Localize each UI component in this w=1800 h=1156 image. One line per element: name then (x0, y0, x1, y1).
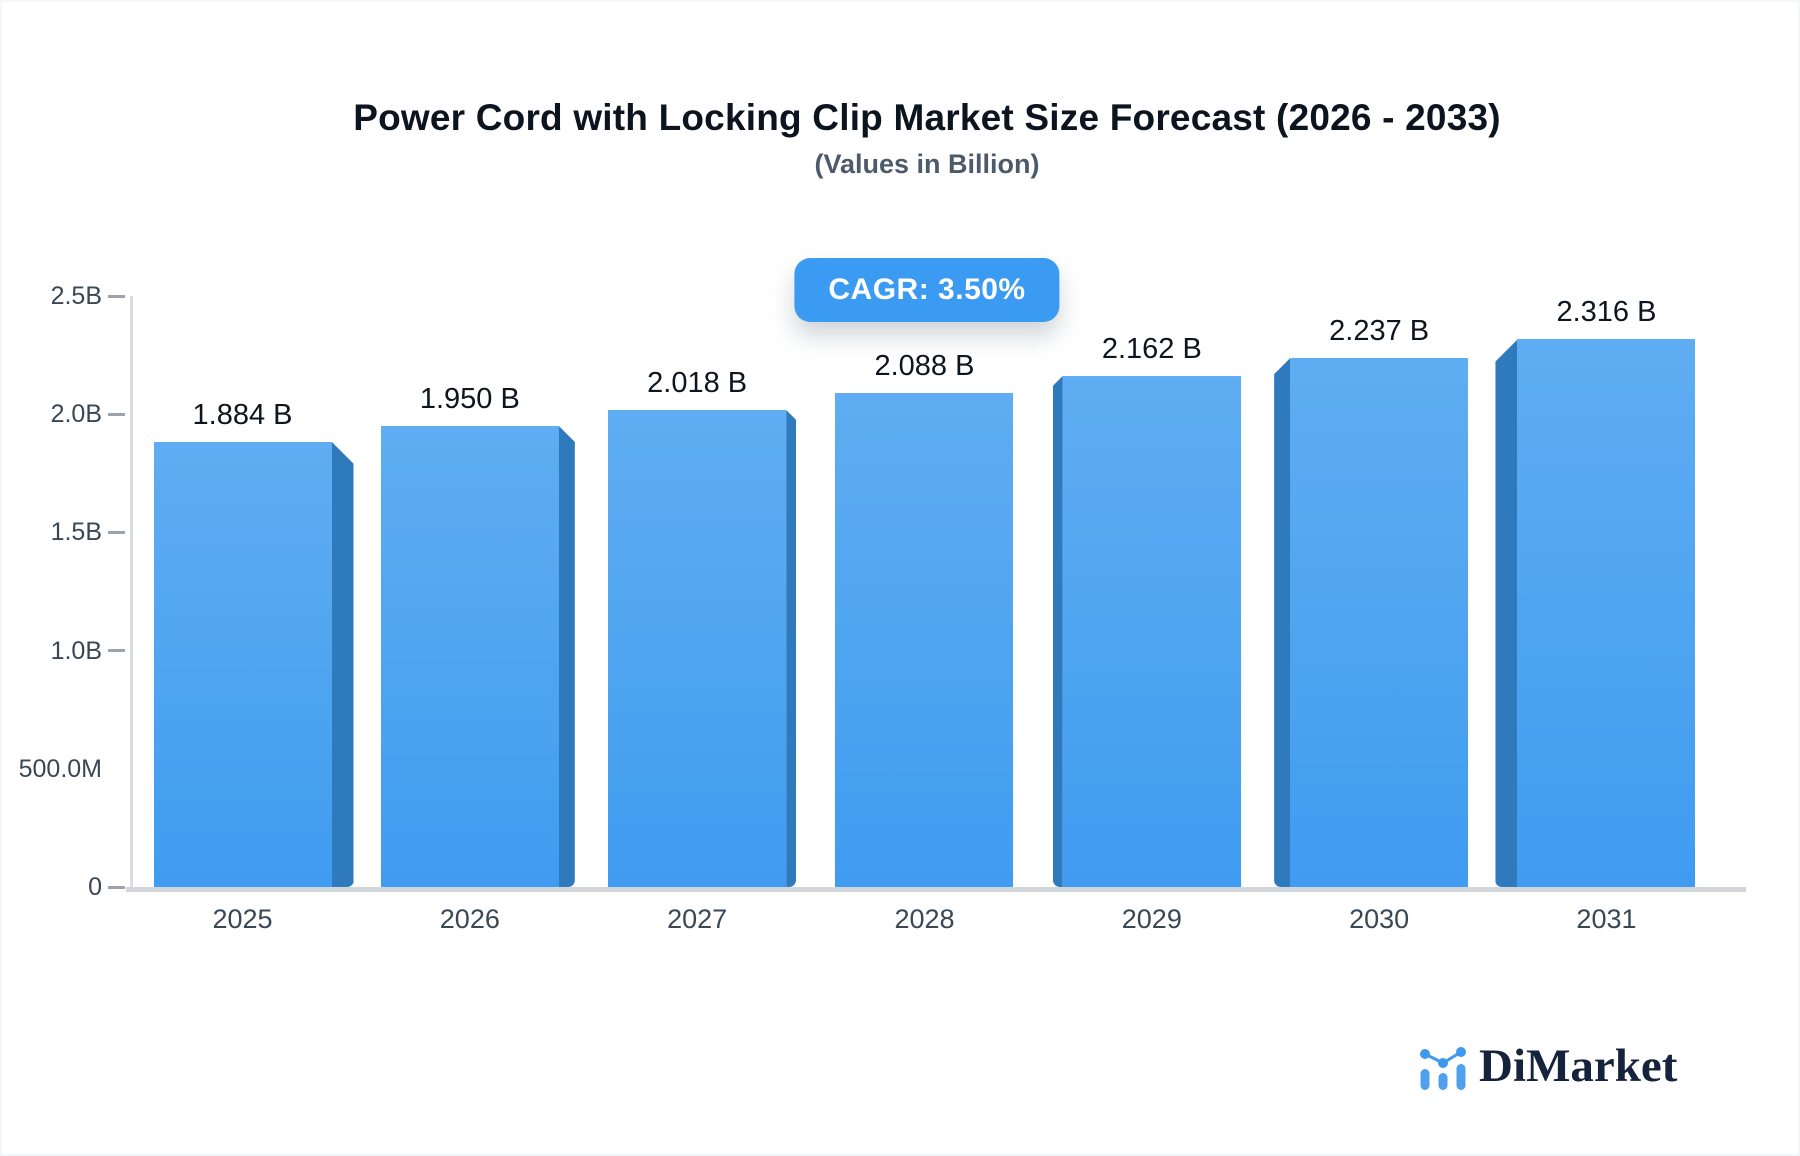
y-axis-tick-label: 500.0M (18, 754, 102, 783)
bar-value-label: 1.884 B (192, 398, 293, 431)
page-title: Power Cord with Locking Clip Market Size… (353, 97, 1501, 138)
y-axis-tick-mark (108, 885, 125, 889)
y-axis-tick-label: 1.5B (50, 518, 102, 547)
bar (835, 393, 1014, 887)
cagr-badge: CAGR: 3.50% (794, 258, 1060, 322)
x-axis-tick-label: 2028 (894, 904, 955, 934)
x-axis-tick-label: 2027 (667, 904, 728, 934)
bar-value-label: 2.018 B (647, 366, 748, 399)
bar-3d-side (1052, 375, 1063, 887)
y-axis-tick-mark (108, 649, 125, 653)
bar-value-label: 2.316 B (1556, 296, 1657, 329)
chart-subtitle: (Values in Billion) (814, 149, 1040, 179)
y-axis-tick-mark (108, 412, 125, 416)
bar-value-label: 2.162 B (1101, 332, 1202, 365)
y-axis-tick-mark (108, 294, 125, 298)
bar (153, 441, 332, 887)
x-axis-tick-label: 2029 (1121, 904, 1182, 934)
y-axis-tick-label: 2.5B (50, 282, 102, 310)
bar (1290, 358, 1469, 887)
logo-wordmark: DiMarket (1479, 1040, 1678, 1092)
bar (1517, 339, 1696, 887)
bar-3d-side (786, 409, 797, 887)
bar-3d-side (1274, 358, 1291, 887)
bar (380, 426, 559, 887)
x-axis-line (126, 887, 1746, 892)
y-axis-tick-label: 2.0B (50, 400, 102, 429)
bar-3d-side (558, 426, 575, 887)
y-axis-tick-mark (108, 530, 125, 534)
bar-value-label: 1.950 B (419, 383, 520, 416)
x-axis-tick-label: 2031 (1576, 904, 1637, 934)
mini-bar-chart-icon (1420, 1042, 1466, 1090)
x-axis-tick-label: 2030 (1349, 904, 1410, 934)
x-axis-tick-label: 2025 (212, 904, 273, 934)
bar-3d-side (331, 441, 354, 887)
y-axis-line (130, 296, 133, 892)
y-axis-tick-label: 1.0B (50, 636, 102, 665)
x-axis-tick-label: 2026 (439, 904, 500, 934)
dimarket-logo: DiMarket (1420, 1042, 1677, 1090)
bar (608, 409, 787, 887)
bar (1062, 375, 1241, 887)
bar-3d-side (1495, 339, 1518, 887)
bar-value-label: 2.237 B (1329, 315, 1430, 348)
y-axis-tick-label: 0 (88, 873, 102, 901)
bar-value-label: 2.088 B (874, 350, 975, 383)
